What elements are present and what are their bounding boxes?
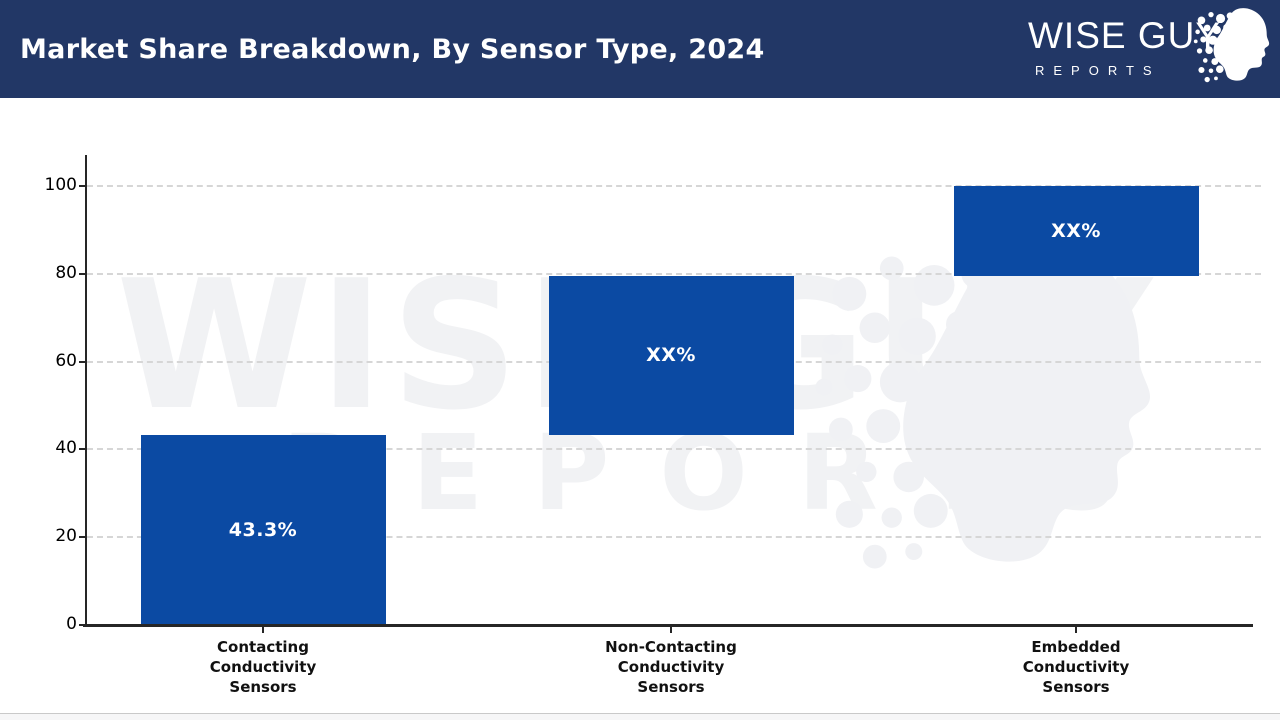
logo-wordmark: WISE GUY	[1028, 15, 1222, 56]
y-tick-label: 100	[44, 175, 77, 195]
y-tick-mark	[79, 536, 87, 539]
logo-face-icon	[1193, 8, 1270, 83]
bottom-band	[0, 714, 1280, 720]
page-title: Market Share Breakdown, By Sensor Type, …	[20, 33, 765, 65]
category-label: Contacting Conductivity Sensors	[209, 638, 317, 696]
y-tick-mark	[79, 185, 87, 187]
bar-value-label: 43.3%	[228, 518, 298, 541]
gridline	[87, 272, 1261, 275]
y-tick-mark	[79, 448, 87, 451]
wise-guy-reports-logo: WISE GUY REPORTS	[1002, 0, 1274, 98]
y-tick-label: 80	[55, 262, 77, 283]
gridline	[87, 536, 1261, 539]
x-tick-mark	[670, 626, 672, 633]
category-label: Embedded Conductivity Sensors	[1022, 638, 1130, 696]
y-axis-line	[85, 155, 87, 627]
bar-segment: XX%	[953, 186, 1199, 276]
bottom-divider	[0, 713, 1280, 714]
bar-value-label: XX%	[646, 344, 696, 367]
bar-segment: XX%	[548, 275, 794, 435]
watermark-face-icon	[815, 239, 1151, 569]
y-tick-mark	[79, 272, 87, 275]
logo-subtitle: REPORTS	[1035, 63, 1161, 78]
y-tick-label: 0	[66, 614, 77, 634]
header-bar: Market Share Breakdown, By Sensor Type, …	[0, 0, 1280, 98]
y-tick-mark	[79, 360, 87, 363]
bar-segment: 43.3%	[140, 434, 386, 625]
y-tick-label: 60	[55, 350, 77, 371]
x-tick-mark	[1075, 626, 1077, 633]
y-tick-label: 20	[55, 526, 77, 547]
bar-value-label: XX%	[1051, 219, 1101, 242]
gridline	[87, 448, 1261, 451]
x-tick-mark	[262, 626, 264, 633]
x-axis-line	[83, 624, 1253, 627]
y-tick-label: 40	[55, 438, 77, 459]
gridline	[87, 185, 1261, 187]
category-label: Non-Contacting Conductivity Sensors	[605, 638, 737, 696]
